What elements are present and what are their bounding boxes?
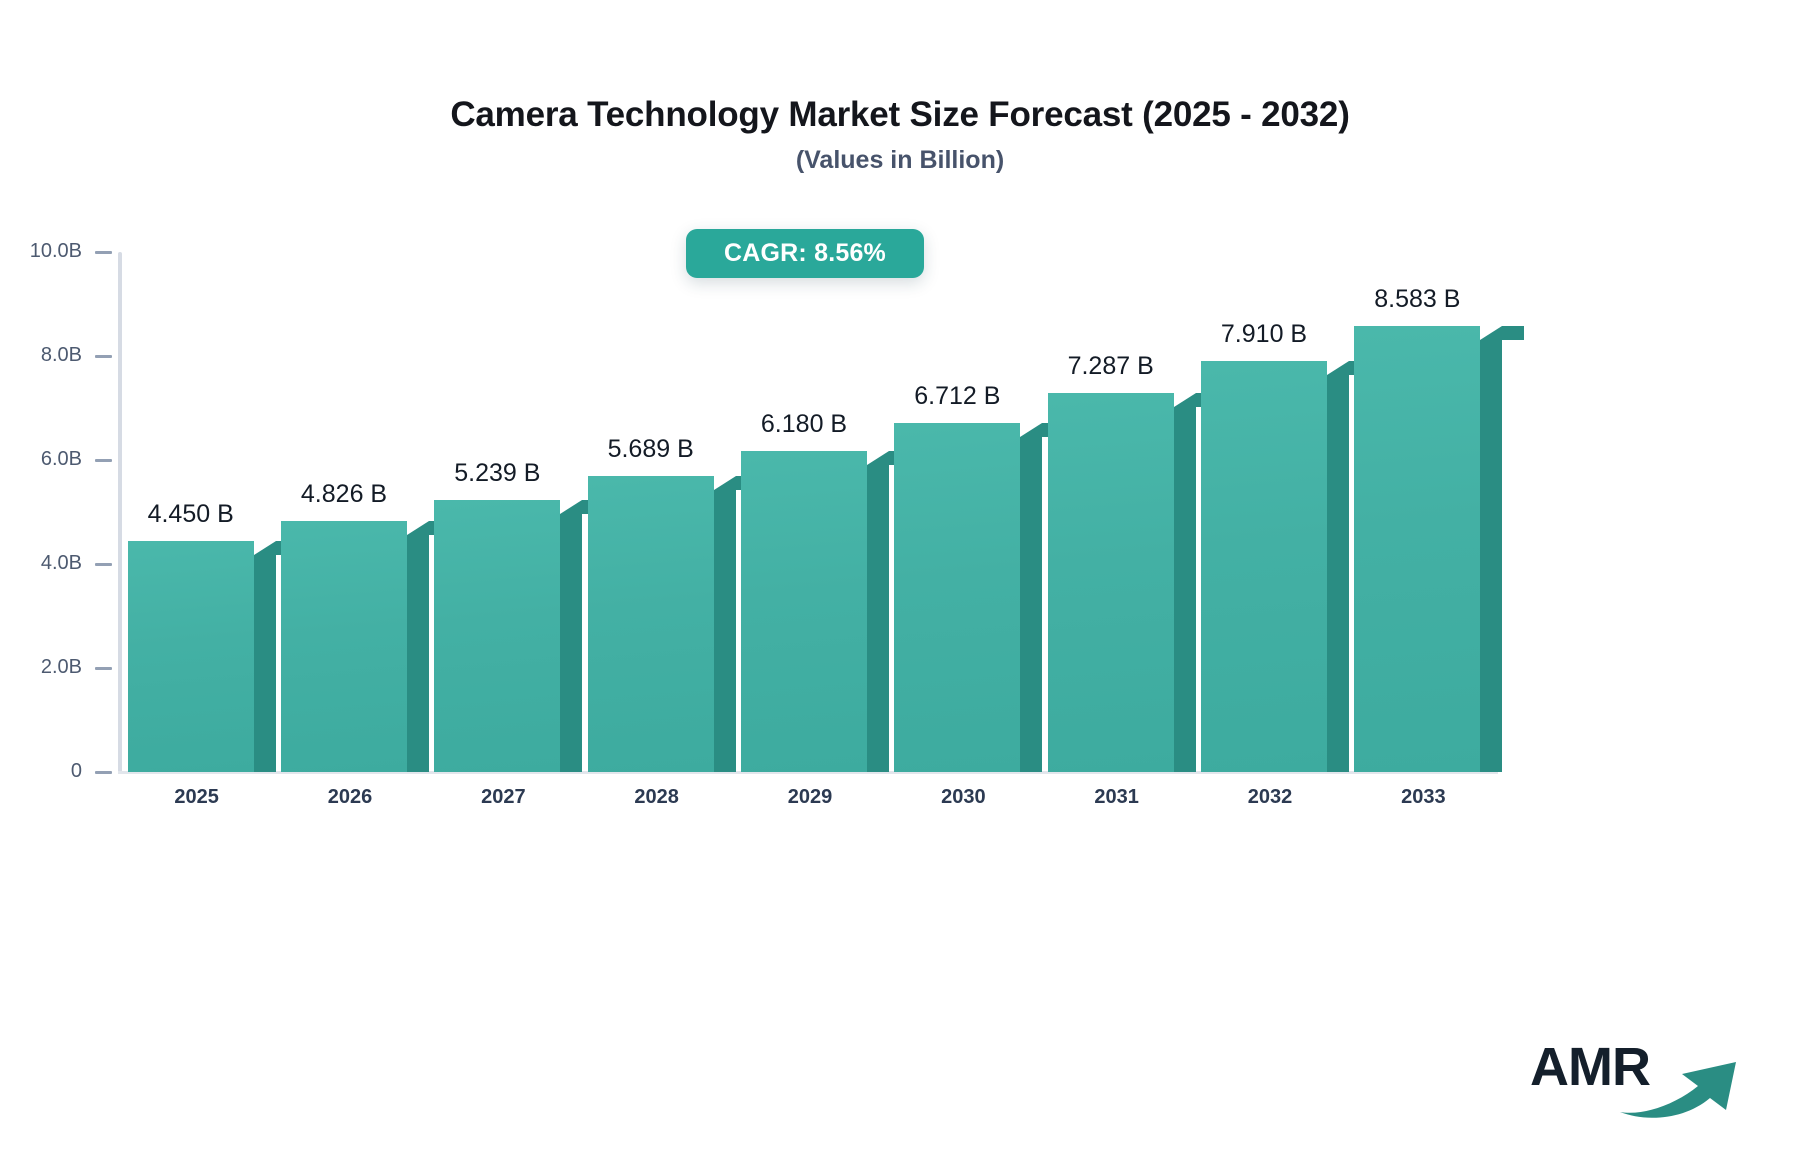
x-axis-labels: 2025 2026 2027 2028 2029 2030 2031 2032 2033 bbox=[120, 786, 1500, 826]
bar-value-label: 6.180 B bbox=[760, 409, 848, 438]
chart-subtitle: (Values in Billion) bbox=[795, 146, 1005, 174]
bar-front-face bbox=[741, 450, 867, 772]
bar-front-face bbox=[434, 499, 561, 772]
bar-value-label: 7.910 B bbox=[1220, 319, 1308, 348]
x-axis-label-2025: 2025 bbox=[174, 786, 219, 808]
bar-front-face bbox=[281, 521, 407, 772]
bar-side-face bbox=[1480, 339, 1503, 772]
bar-top-face bbox=[1480, 325, 1525, 340]
y-axis-tick-mark bbox=[95, 250, 112, 254]
y-axis-tick-mark bbox=[95, 354, 112, 358]
bar-2028[interactable]: 5.689 B bbox=[587, 435, 758, 772]
x-axis-label-2027: 2027 bbox=[481, 786, 526, 808]
bar-side-face bbox=[407, 535, 429, 772]
y-axis-line bbox=[118, 252, 122, 773]
bar-front-face bbox=[1354, 325, 1481, 772]
y-axis-tick-label: 4.0B bbox=[40, 551, 82, 574]
cagr-badge: CAGR: 8.56% bbox=[686, 229, 924, 278]
bar-side-face bbox=[253, 554, 276, 772]
amr-logo-text: AMR bbox=[1530, 1037, 1651, 1097]
bar-front-face bbox=[587, 476, 714, 772]
y-axis-tick-mark bbox=[95, 562, 112, 566]
bar-2026[interactable]: 4.826 B bbox=[281, 480, 451, 772]
bar-front-face bbox=[1201, 360, 1327, 772]
y-axis-tick-label: 8.0B bbox=[40, 343, 82, 366]
x-axis-line bbox=[118, 771, 1498, 774]
bar-2031[interactable]: 7.287 B bbox=[1047, 352, 1218, 772]
bar-2032[interactable]: 7.910 B bbox=[1201, 320, 1371, 772]
growth-arrow-icon bbox=[1618, 1060, 1768, 1125]
bar-2030[interactable]: 6.712 B bbox=[894, 382, 1065, 772]
bar-front-face bbox=[127, 540, 254, 772]
x-axis-label-2030: 2030 bbox=[941, 786, 986, 808]
x-axis-label-2026: 2026 bbox=[327, 786, 373, 808]
x-axis-label-2028: 2028 bbox=[634, 786, 679, 808]
bar-side-face bbox=[713, 490, 736, 772]
bar-side-face bbox=[1327, 374, 1349, 772]
y-axis-tick-mark bbox=[95, 770, 112, 774]
bar-2033[interactable]: 8.583 B bbox=[1354, 285, 1525, 772]
bar-value-label: 6.712 B bbox=[914, 381, 1001, 410]
bar-value-label: 4.450 B bbox=[147, 499, 234, 528]
bar-side-face bbox=[560, 513, 583, 772]
bar-2025[interactable]: 4.450 B bbox=[127, 500, 298, 772]
bar-front-face bbox=[894, 422, 1021, 772]
x-axis-label-2032: 2032 bbox=[1247, 786, 1293, 808]
bar-2029[interactable]: 6.180 B bbox=[741, 410, 911, 772]
x-axis-label-2031: 2031 bbox=[1094, 786, 1139, 808]
bar-value-label: 7.287 B bbox=[1067, 352, 1154, 381]
bar-side-face bbox=[867, 464, 889, 772]
bar-value-label: 5.239 B bbox=[454, 458, 541, 487]
y-axis-tick-label: 0 bbox=[70, 759, 82, 782]
y-axis-tick-label: 6.0B bbox=[40, 447, 82, 470]
bar-side-face bbox=[1173, 407, 1196, 772]
y-axis-tick-label: 2.0B bbox=[40, 655, 82, 678]
bar-value-label: 4.826 B bbox=[300, 480, 388, 509]
chart-title: Camera Technology Market Size Forecast (… bbox=[450, 95, 1350, 134]
x-axis-label-2029: 2029 bbox=[787, 786, 833, 808]
amr-logo: AMR bbox=[1530, 1040, 1770, 1120]
bar-front-face bbox=[1047, 393, 1174, 772]
y-axis-tick-mark bbox=[95, 458, 112, 462]
y-axis-tick-mark bbox=[95, 666, 112, 670]
cagr-badge-label: CAGR: 8.56% bbox=[724, 239, 886, 267]
bar-side-face bbox=[1020, 436, 1043, 772]
bar-value-label: 5.689 B bbox=[607, 435, 694, 464]
bar-series: 4.450 B 4.826 B 5.239 B 5.689 B 6.180 B 6.712… bbox=[120, 252, 1525, 772]
x-axis-label-2033: 2033 bbox=[1401, 786, 1446, 808]
bar-value-label: 8.583 B bbox=[1374, 284, 1461, 313]
y-axis-tick-label: 10.0B bbox=[29, 239, 82, 262]
bar-2027[interactable]: 5.239 B bbox=[434, 459, 605, 772]
